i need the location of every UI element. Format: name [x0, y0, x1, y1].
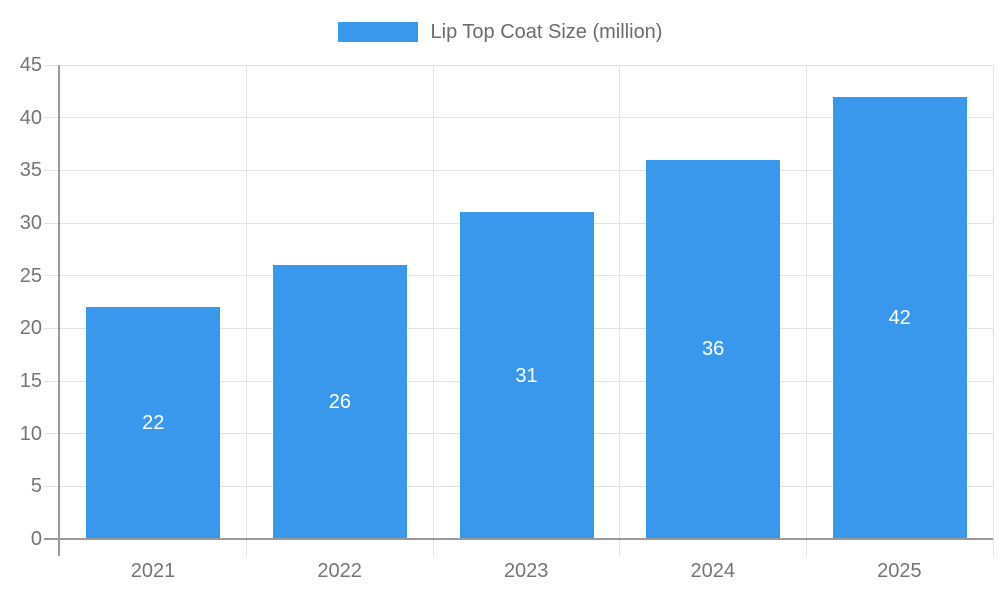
y-grid-line: [60, 64, 993, 66]
bar: [272, 265, 407, 539]
y-tick-label: 20: [19, 317, 42, 340]
bar: [832, 96, 967, 539]
bar-value-label: 26: [328, 391, 352, 414]
x-tick-label: 2024: [690, 560, 736, 582]
y-tick-label: 45: [19, 54, 42, 76]
x-tick: [619, 539, 621, 556]
y-tick-label: 5: [30, 475, 42, 498]
x-tick-label: 2021: [130, 560, 176, 582]
y-tick: [44, 485, 60, 487]
y-tick-label: 35: [19, 159, 42, 182]
x-tick: [805, 539, 807, 556]
x-tick-label: 2022: [317, 560, 362, 582]
y-tick-label: 10: [19, 422, 42, 445]
legend-item[interactable]: Lip Top Coat Size (million): [0, 21, 1000, 43]
y-axis-line: [58, 65, 60, 556]
bar: [459, 212, 594, 539]
x-axis-line: [44, 538, 993, 540]
legend-swatch: [337, 22, 418, 42]
y-tick: [44, 380, 60, 382]
y-tick: [44, 222, 60, 224]
y-tick: [44, 64, 60, 66]
y-tick: [44, 275, 60, 277]
x-grid-line: [246, 65, 248, 539]
bar-value-label: 42: [888, 306, 911, 329]
bar: [646, 159, 781, 539]
x-tick: [992, 539, 994, 556]
y-grid-line: [60, 169, 993, 171]
y-tick-label: 25: [19, 264, 42, 287]
y-tick: [44, 117, 60, 119]
bar: [86, 307, 221, 539]
x-grid-line: [619, 65, 621, 539]
x-tick-label: 2023: [503, 560, 549, 582]
x-tick: [432, 539, 434, 556]
x-tick: [246, 539, 248, 556]
x-grid-line: [992, 65, 994, 539]
bar-value-label: 36: [701, 338, 725, 361]
y-tick: [44, 433, 60, 435]
y-grid-line: [60, 117, 993, 119]
y-tick-label: 15: [19, 370, 42, 392]
bar-value-label: 22: [142, 412, 165, 435]
y-tick: [44, 327, 60, 329]
x-grid-line: [432, 65, 434, 539]
x-grid-line: [805, 65, 807, 539]
legend-label: Lip Top Coat Size (million): [430, 21, 663, 43]
bar-value-label: 31: [515, 364, 538, 387]
x-tick-label: 2025: [877, 560, 922, 582]
y-tick-label: 30: [19, 212, 42, 234]
plot-area: 0 5 10 15 20 25 30 35 40 45 22 2021 26 2022 31 2023 36 20…: [20, 54, 994, 582]
y-tick-label: 0: [30, 528, 42, 550]
y-tick: [44, 169, 60, 171]
y-tick-label: 40: [19, 106, 42, 129]
